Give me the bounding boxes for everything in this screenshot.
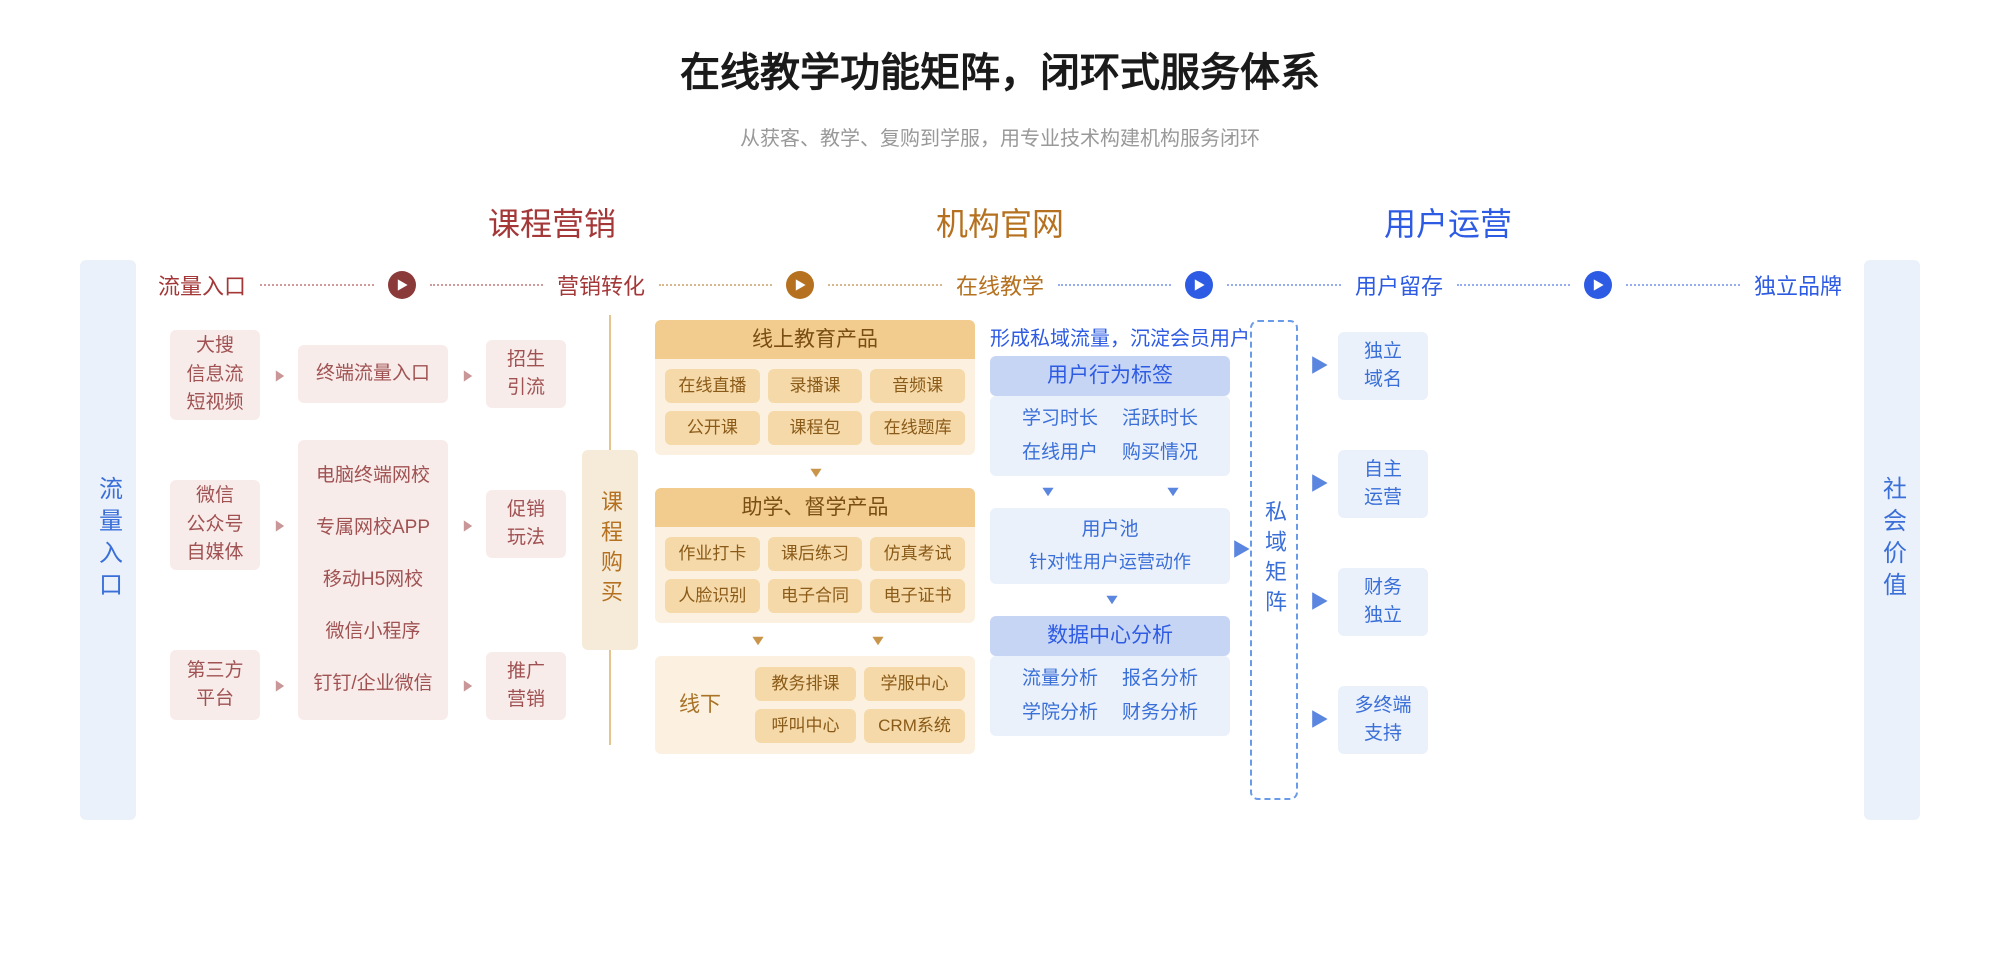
tag-callcenter: 呼叫中心 [755, 709, 856, 743]
arrow-down-icon [1104, 592, 1120, 608]
arrow-down-icon [808, 465, 824, 481]
arrow-down-icon [750, 633, 766, 649]
src-search: 大搜 信息流 短视频 [170, 330, 260, 420]
category-row: 流量入口 营销转化 在线教学 用户留存 独立品牌 [158, 270, 1842, 300]
pillar-social-value: 社会价值 [1864, 260, 1920, 820]
page-title: 在线教学功能矩阵，闭环式服务体系 [0, 0, 2000, 98]
vline [609, 315, 611, 450]
terminal-entry: 终端流量入口 [298, 345, 448, 403]
arrow-right-icon [272, 678, 288, 694]
conv-promo: 促销 玩法 [486, 490, 566, 558]
conv-enroll: 招生 引流 [486, 340, 566, 408]
arrow-down-icon [1040, 484, 1056, 500]
tag-live: 在线直播 [665, 369, 760, 403]
tag-cert: 电子证书 [870, 579, 965, 613]
arrow-right-icon [272, 518, 288, 534]
play-icon [388, 271, 416, 299]
cat-conversion: 营销转化 [557, 269, 645, 301]
user-caption: 形成私域流量，沉淀会员用户 [990, 322, 1250, 351]
conv-marketing: 推广 营销 [486, 652, 566, 720]
arrow-right-icon [1310, 590, 1334, 614]
tag-package: 课程包 [768, 411, 863, 445]
tag-study-time: 学习时长 [1010, 405, 1110, 434]
tag-face: 人脸识别 [665, 579, 760, 613]
data-center: 流量分析 报名分析 学院分析 财务分析 [990, 656, 1230, 736]
term-dingtalk: 钉钉/企业微信 [313, 670, 432, 699]
data-traffic: 流量分析 [1010, 665, 1110, 694]
term-app: 专属网校APP [316, 514, 430, 543]
arrow-right-icon [1232, 538, 1256, 562]
tag-homework: 作业打卡 [665, 537, 760, 571]
assist-group: 助学、督学产品 作业打卡 课后练习 仿真考试 人脸识别 电子合同 电子证书 [655, 488, 975, 623]
term-miniprogram: 微信小程序 [325, 618, 420, 647]
arrow-right-icon [1310, 472, 1334, 496]
src-thirdparty: 第三方 平台 [170, 650, 260, 720]
data-center-head: 数据中心分析 [990, 616, 1230, 656]
tag-practice: 课后练习 [768, 537, 863, 571]
term-h5: 移动H5网校 [323, 566, 423, 595]
arrow-right-icon [1310, 708, 1334, 732]
tag-contract: 电子合同 [768, 579, 863, 613]
arrow-right-icon [460, 678, 476, 694]
brand-multiterminal: 多终端 支持 [1338, 686, 1428, 754]
tag-crm: CRM系统 [864, 709, 965, 743]
tag-mockexam: 仿真考试 [870, 537, 965, 571]
brand-finance: 财务 独立 [1338, 568, 1428, 636]
online-edu-head: 线上教育产品 [655, 320, 975, 359]
section-headers: 课程营销 机构官网 用户运营 [0, 199, 2000, 245]
cat-retention: 用户留存 [1355, 269, 1443, 301]
arrow-right-icon [460, 368, 476, 384]
src-wechat: 微信 公众号 自媒体 [170, 480, 260, 570]
arrow-down-icon [870, 633, 886, 649]
section-marketing: 课程营销 [488, 199, 616, 245]
data-academy: 学院分析 [1010, 699, 1110, 728]
terminal-list: 电脑终端网校 专属网校APP 移动H5网校 微信小程序 钉钉/企业微信 [298, 440, 448, 720]
tag-audio: 音频课 [870, 369, 965, 403]
brand-operate: 自主 运营 [1338, 450, 1428, 518]
arrow-right-icon [460, 518, 476, 534]
data-signup: 报名分析 [1110, 665, 1210, 694]
online-edu-group: 线上教育产品 在线直播 录播课 音频课 公开课 课程包 在线题库 [655, 320, 975, 455]
section-operations: 用户运营 [1384, 199, 1512, 245]
assist-head: 助学、督学产品 [655, 488, 975, 527]
section-website: 机构官网 [936, 199, 1064, 245]
play-icon [1584, 271, 1612, 299]
tag-schedule: 教务排课 [755, 667, 856, 701]
data-finance: 财务分析 [1110, 699, 1210, 728]
pool-title: 用户池 [1081, 516, 1138, 545]
tag-recorded: 录播课 [768, 369, 863, 403]
pillar-private-matrix: 私域矩阵 [1250, 320, 1298, 800]
term-pc: 电脑终端网校 [316, 462, 430, 491]
offline-head: 线下 [655, 689, 745, 721]
tag-service: 学服中心 [864, 667, 965, 701]
tag-open: 公开课 [665, 411, 760, 445]
pillar-traffic-entry: 流量入口 [80, 260, 136, 820]
diagram: 流量入口 社会价值 课程购买 私域矩阵 流量入口 营销转化 在线教学 用户留存 … [80, 260, 1920, 960]
pillar-course-purchase: 课程购买 [582, 450, 638, 650]
tag-purchase: 购买情况 [1110, 439, 1210, 468]
arrow-right-icon [1310, 354, 1334, 378]
vline [609, 650, 611, 745]
play-icon [1185, 271, 1213, 299]
cat-brand: 独立品牌 [1754, 269, 1842, 301]
user-tags-head: 用户行为标签 [990, 356, 1230, 396]
cat-traffic: 流量入口 [158, 269, 246, 301]
offline-group: 线下 教务排课 学服中心 呼叫中心 CRM系统 [655, 656, 975, 754]
user-pool: 用户池 针对性用户运营动作 [990, 508, 1230, 584]
pool-sub: 针对性用户运营动作 [1029, 549, 1191, 576]
user-tags: 学习时长 活跃时长 在线用户 购买情况 [990, 396, 1230, 476]
arrow-down-icon [1165, 484, 1181, 500]
tag-online-user: 在线用户 [1010, 439, 1110, 468]
brand-domain: 独立 域名 [1338, 332, 1428, 400]
tag-exam: 在线题库 [870, 411, 965, 445]
tag-active-time: 活跃时长 [1110, 405, 1210, 434]
arrow-right-icon [272, 368, 288, 384]
cat-teaching: 在线教学 [956, 269, 1044, 301]
page-subtitle: 从获客、教学、复购到学服，用专业技术构建机构服务闭环 [0, 122, 2000, 151]
play-icon [786, 271, 814, 299]
